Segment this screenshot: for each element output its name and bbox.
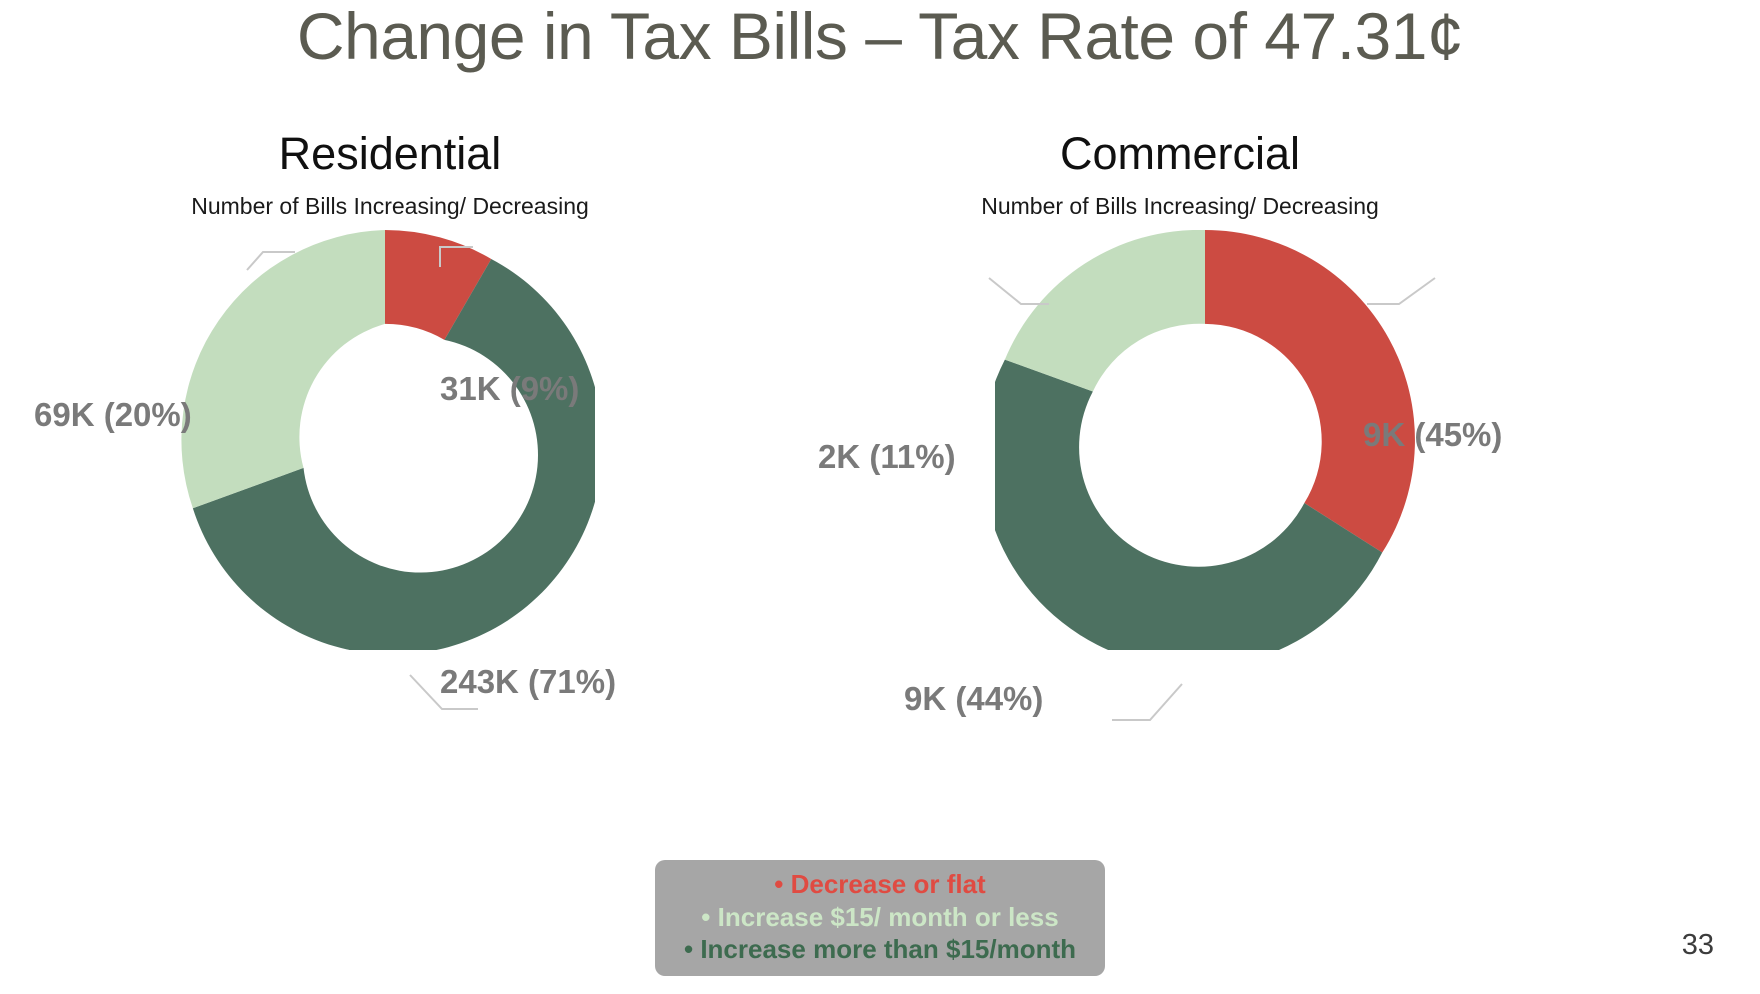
donut-chart-residential (181, 230, 595, 651)
panel-title-commercial: Commercial (1059, 128, 1301, 179)
legend-item-large-increase[interactable]: • Increase more than $15/month (655, 933, 1105, 966)
leader-line-large-increase-commercial (1112, 683, 1183, 722)
legend-item-decrease[interactable]: • Decrease or flat (655, 868, 1105, 901)
legend-label-small-increase: Increase $15/ month or less (717, 901, 1059, 932)
legend-label-large-increase: Increase more than $15/month (700, 934, 1077, 964)
chart-panel-residential: Residential Number of Bills Increasing/ … (20, 130, 760, 870)
legend-bullet-small-increase: • (701, 901, 711, 932)
data-label-large-increase-commercial: 9K (44%) (904, 680, 1044, 718)
page-number: 33 (1681, 929, 1714, 961)
slice-decrease-commercial[interactable] (1205, 230, 1415, 553)
legend-bullet-decrease: • (774, 869, 784, 899)
donut-wrap-residential: 69K (20%) 31K (9%) 243K (71%) (20, 220, 760, 780)
legend-item-small-increase[interactable]: • Increase $15/ month or less (655, 901, 1105, 934)
slice-large-increase-commercial[interactable] (995, 359, 1383, 651)
slide-title: Change in Tax Bills – Tax Rate of 47.31¢ (296, 0, 1464, 73)
panel-subtitle-residential: Number of Bills Increasing/ Decreasing (191, 193, 589, 220)
legend-label-decrease: Decrease or flat (790, 869, 986, 899)
panel-subtitle-commercial: Number of Bills Increasing/ Decreasing (981, 193, 1379, 220)
legend-bullet-large-increase: • (683, 934, 694, 964)
slice-large-increase-residential[interactable] (192, 259, 595, 651)
data-label-decrease-residential: 31K (9%) (440, 370, 580, 408)
data-label-decrease-commercial: 9K (45%) (1363, 416, 1503, 454)
slice-small-increase-commercial[interactable] (1004, 230, 1205, 392)
donut-chart-commercial (995, 230, 1415, 651)
data-label-small-increase-commercial: 2K (11%) (818, 438, 956, 476)
slice-small-increase-residential[interactable] (181, 230, 385, 509)
panel-title-residential: Residential (278, 128, 502, 179)
data-label-large-increase-residential: 243K (71%) (440, 663, 617, 701)
data-label-small-increase-residential: 69K (20%) (34, 396, 192, 434)
chart-panel-commercial: Commercial Number of Bills Increasing/ D… (810, 130, 1550, 870)
donut-wrap-commercial: 2K (11%) 9K (45%) 9K (44%) (810, 220, 1550, 780)
chart-legend: • Decrease or flat • Increase $15/ month… (655, 860, 1105, 976)
